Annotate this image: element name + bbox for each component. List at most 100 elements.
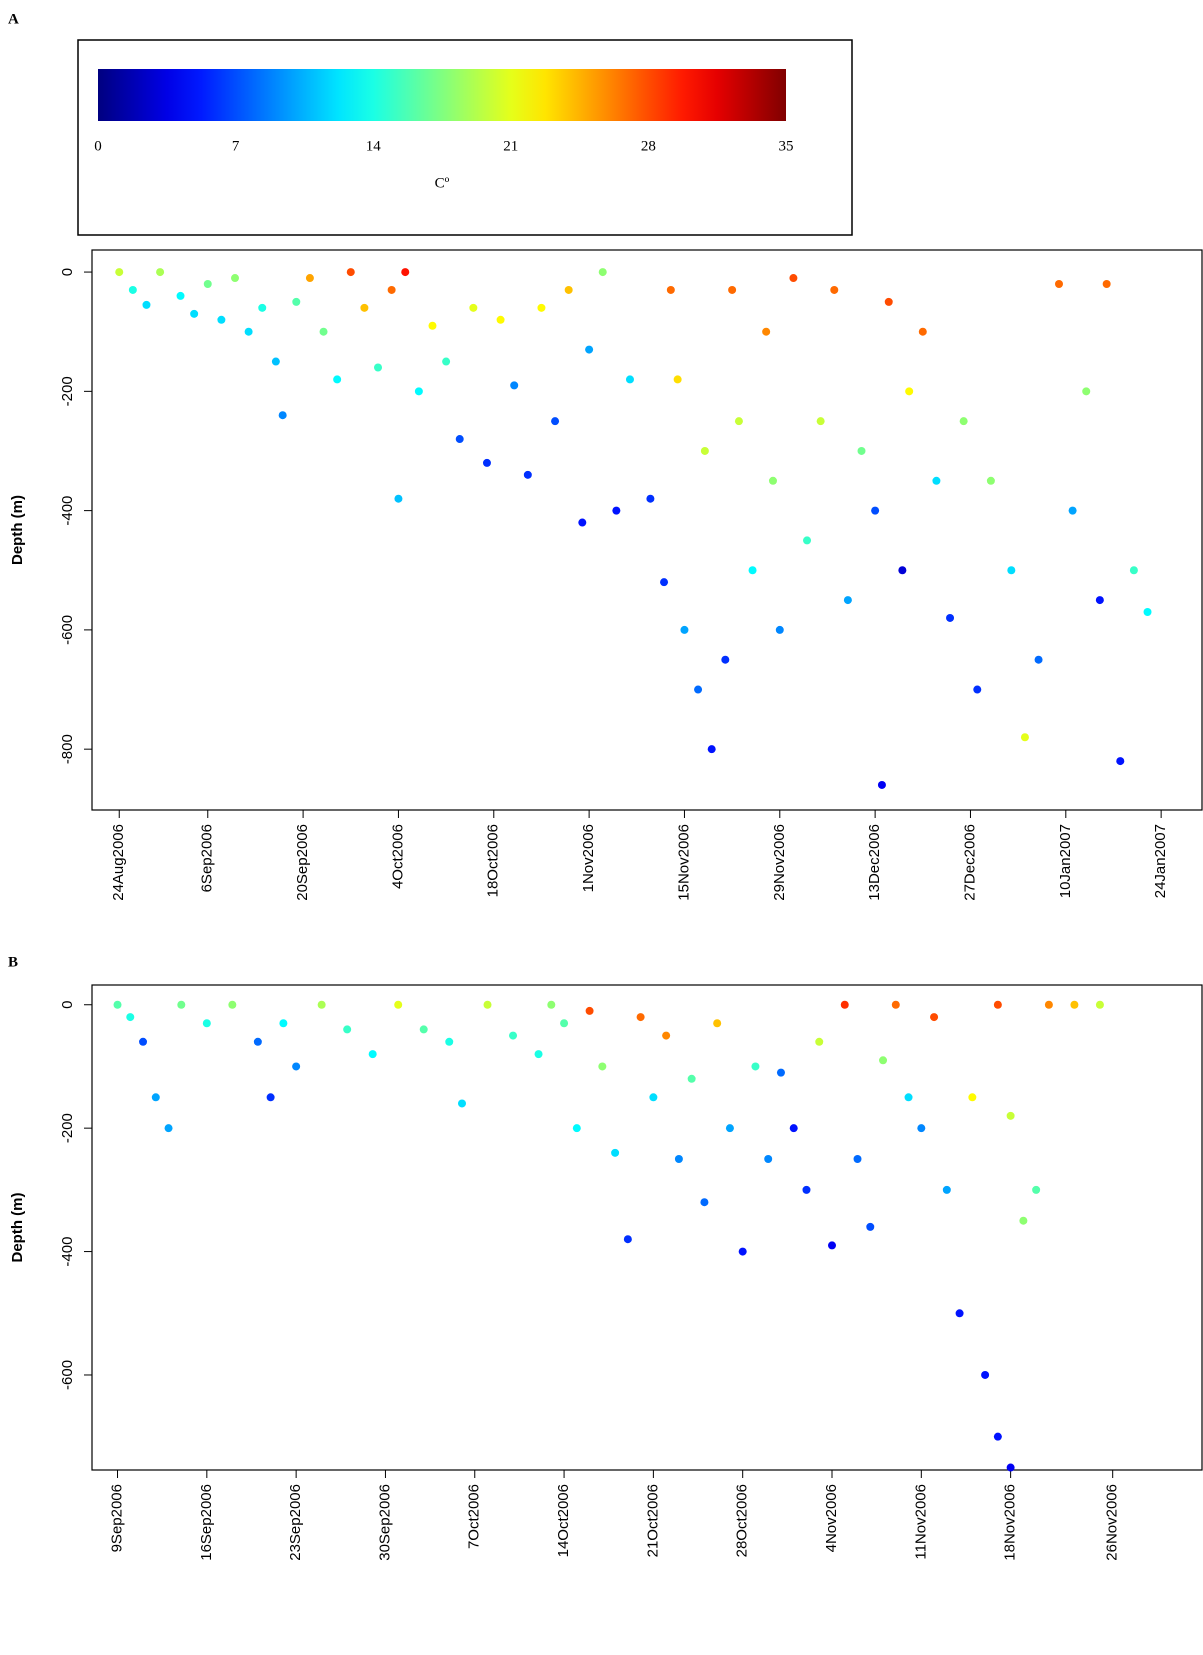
data-point	[721, 655, 730, 664]
data-point	[202, 1019, 211, 1028]
data-point	[776, 1068, 785, 1077]
data-point	[1129, 566, 1138, 575]
data-point	[674, 1155, 683, 1164]
x-tick-label: 29Nov2006	[771, 824, 788, 901]
data-point	[725, 1124, 734, 1133]
data-point	[1019, 1216, 1028, 1225]
data-point	[572, 1124, 581, 1133]
x-tick-label: 24Aug2006	[110, 824, 127, 901]
x-tick-label: 14Oct2006	[555, 1484, 572, 1557]
data-point	[401, 268, 410, 277]
data-point	[598, 268, 607, 277]
data-point	[775, 625, 784, 634]
data-point	[190, 309, 199, 318]
data-point	[319, 327, 328, 336]
data-point	[126, 1013, 135, 1022]
x-tick-label: 27Dec2006	[961, 824, 978, 901]
data-point	[611, 1148, 620, 1157]
data-point	[660, 578, 669, 587]
data-point	[1082, 387, 1091, 396]
data-point	[292, 297, 301, 306]
data-point	[203, 279, 212, 288]
data-point	[560, 1019, 569, 1028]
data-point	[707, 745, 716, 754]
data-point	[333, 375, 342, 384]
data-point	[1068, 506, 1077, 515]
data-point	[156, 268, 165, 277]
data-point	[700, 446, 709, 455]
colorbar-tick-label: 0	[94, 138, 102, 154]
x-tick-label: 16Sep2006	[198, 1484, 215, 1561]
x-tick-label: 9Sep2006	[108, 1484, 125, 1552]
data-point	[483, 1000, 492, 1009]
data-point	[932, 476, 941, 485]
data-point	[113, 1000, 122, 1009]
data-point	[176, 291, 185, 300]
colorbar-frame	[77, 39, 853, 236]
data-point	[455, 435, 464, 444]
data-point	[673, 375, 682, 384]
y-tick-label: -600	[59, 615, 76, 645]
data-point	[496, 315, 505, 324]
data-point	[789, 1124, 798, 1133]
data-point	[387, 285, 396, 294]
data-point	[1102, 279, 1111, 288]
data-point	[394, 1000, 403, 1009]
data-point	[762, 327, 771, 336]
data-point	[764, 1155, 773, 1164]
data-point	[442, 357, 451, 366]
data-point	[917, 1124, 926, 1133]
data-point	[368, 1050, 377, 1059]
plot-frame	[91, 984, 1203, 1471]
colorbar	[98, 69, 786, 121]
data-point	[918, 327, 927, 336]
data-point	[428, 321, 437, 330]
data-point	[253, 1037, 262, 1046]
data-point	[458, 1099, 466, 1108]
x-tick-label: 1Nov2006	[580, 824, 597, 892]
data-point	[636, 1013, 645, 1022]
data-point	[789, 274, 798, 283]
data-point	[700, 1198, 709, 1207]
data-point	[317, 1000, 326, 1009]
data-point	[414, 387, 423, 396]
x-tick-label: 15Nov2006	[675, 824, 692, 901]
data-point	[585, 1006, 594, 1015]
data-point	[981, 1370, 990, 1379]
data-point	[942, 1185, 951, 1194]
x-tick-label: 7Oct2006	[466, 1484, 483, 1549]
x-tick-label: 13Dec2006	[866, 824, 883, 901]
colorbar-tick-label: 35	[779, 138, 794, 154]
x-tick-label: 23Sep2006	[287, 1484, 304, 1561]
data-point	[305, 274, 314, 283]
data-point	[1116, 757, 1125, 766]
data-point	[955, 1309, 964, 1318]
data-point	[177, 1000, 186, 1009]
data-point	[231, 274, 240, 283]
x-tick-label: 28Oct2006	[734, 1484, 751, 1557]
data-point	[728, 285, 737, 294]
data-point	[217, 315, 226, 324]
y-tick-label: -800	[59, 734, 76, 764]
data-point	[1032, 1185, 1041, 1194]
data-point	[802, 1185, 811, 1194]
data-point	[877, 780, 886, 789]
data-point	[879, 1056, 888, 1065]
data-point	[713, 1019, 722, 1028]
data-point	[623, 1235, 632, 1244]
data-point	[258, 303, 267, 312]
data-point	[816, 417, 825, 426]
data-point	[278, 411, 287, 420]
y-tick-label: 0	[59, 1001, 76, 1009]
data-point	[1034, 655, 1043, 664]
data-point	[625, 375, 634, 384]
data-point	[534, 1050, 543, 1059]
data-point	[687, 1074, 696, 1083]
colorbar-tick-label: 28	[641, 138, 656, 154]
x-tick-label: 4Nov2006	[823, 1484, 840, 1552]
data-point	[1054, 279, 1063, 288]
data-point	[564, 285, 573, 294]
data-point	[266, 1093, 275, 1102]
colorbar-tick-label: 7	[232, 138, 240, 154]
y-tick-label: -600	[59, 1360, 76, 1390]
